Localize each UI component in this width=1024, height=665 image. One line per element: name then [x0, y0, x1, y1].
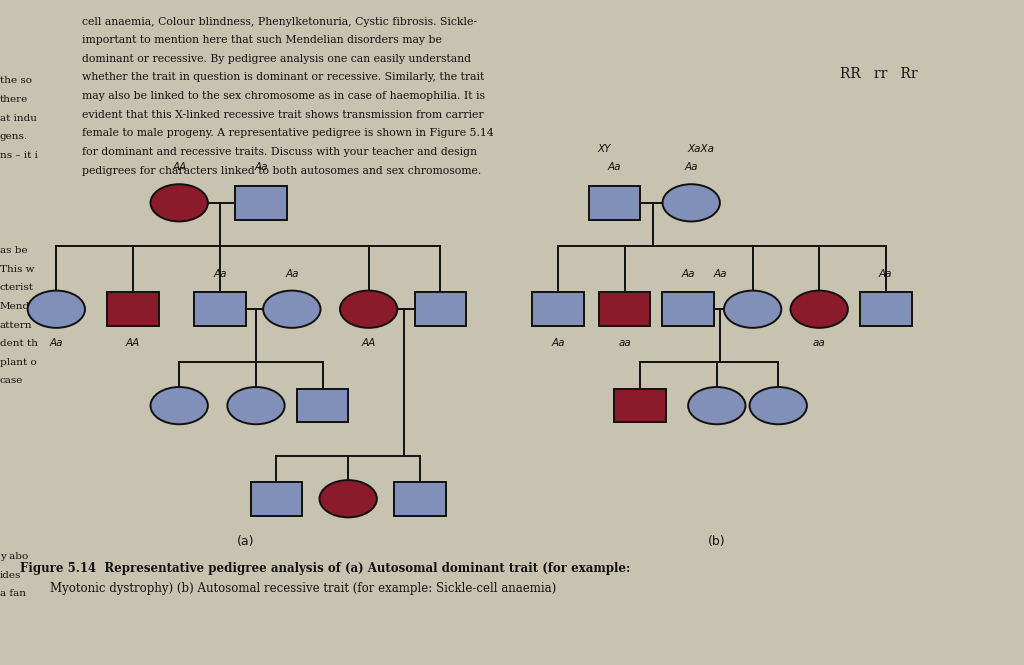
Circle shape [227, 387, 285, 424]
Circle shape [791, 291, 848, 328]
Circle shape [151, 184, 208, 221]
Text: ides: ides [0, 571, 22, 580]
Text: cterist: cterist [0, 283, 34, 293]
Text: the so: the so [0, 76, 32, 86]
Bar [394, 482, 445, 515]
Text: pedigrees for characters linked to both autosomes and sex chromosome.: pedigrees for characters linked to both … [82, 166, 481, 176]
Text: XaXa: XaXa [688, 144, 715, 154]
Bar [860, 293, 911, 326]
Text: AA: AA [361, 338, 376, 348]
Text: AA: AA [126, 338, 140, 348]
Circle shape [750, 387, 807, 424]
Text: gens.: gens. [0, 132, 28, 142]
Text: plant o: plant o [0, 358, 37, 367]
Text: RR   rr   Rr: RR rr Rr [840, 66, 918, 80]
Circle shape [663, 184, 720, 221]
Bar [297, 389, 348, 422]
Text: This w: This w [0, 265, 35, 274]
Bar [663, 293, 714, 326]
Text: (b): (b) [708, 535, 726, 549]
Text: aa: aa [618, 338, 631, 348]
Bar [108, 293, 159, 326]
Text: Aa: Aa [213, 269, 227, 279]
Text: AA: AA [172, 162, 186, 172]
Text: ns – it i: ns – it i [0, 151, 38, 160]
Text: dominant or recessive. By pedigree analysis one can easily understand: dominant or recessive. By pedigree analy… [82, 54, 471, 64]
Text: Aa: Aa [551, 338, 565, 348]
Circle shape [151, 387, 208, 424]
Text: there: there [0, 95, 29, 104]
Text: Aa: Aa [607, 162, 622, 172]
Bar [599, 293, 650, 326]
Text: Aa: Aa [254, 162, 268, 172]
Bar [236, 186, 287, 219]
Text: at indu: at indu [0, 114, 37, 123]
Text: aa: aa [813, 338, 825, 348]
Text: whether the trait in question is dominant or recessive. Similarly, the trait: whether the trait in question is dominan… [82, 72, 484, 82]
Text: Aa: Aa [714, 269, 727, 279]
Circle shape [340, 291, 397, 328]
Text: Aa: Aa [681, 269, 695, 279]
Bar [532, 293, 584, 326]
Text: XY: XY [597, 144, 611, 154]
Text: may also be linked to the sex chromosome as in case of haemophilia. It is: may also be linked to the sex chromosome… [82, 91, 485, 101]
Bar [195, 293, 246, 326]
Bar [415, 293, 466, 326]
Bar [614, 389, 666, 422]
Text: a fan: a fan [0, 589, 26, 599]
Text: cell anaemia, Colour blindness, Phenylketonuria, Cystic fibrosis. Sickle-: cell anaemia, Colour blindness, Phenylke… [82, 17, 477, 27]
Circle shape [263, 291, 321, 328]
Text: for dominant and recessive traits. Discuss with your teacher and design: for dominant and recessive traits. Discu… [82, 147, 477, 157]
Circle shape [319, 480, 377, 517]
Circle shape [28, 291, 85, 328]
Text: important to mention here that such Mendelian disorders may be: important to mention here that such Mend… [82, 35, 441, 45]
Text: Figure 5.14  Representative pedigree analysis of (a) Autosomal dominant trait (f: Figure 5.14 Representative pedigree anal… [20, 562, 631, 575]
Text: female to male progeny. A representative pedigree is shown in Figure 5.14: female to male progeny. A representative… [82, 128, 494, 138]
Text: Aa: Aa [285, 269, 299, 279]
Text: (a): (a) [237, 535, 255, 549]
Text: evident that this X-linked recessive trait shows transmission from carrier: evident that this X-linked recessive tra… [82, 110, 483, 120]
Circle shape [688, 387, 745, 424]
Text: Mendel: Mendel [0, 302, 40, 311]
Circle shape [724, 291, 781, 328]
Bar [589, 186, 640, 219]
Text: Aa: Aa [49, 338, 63, 348]
Text: case: case [0, 376, 24, 386]
Text: as be: as be [0, 246, 28, 255]
Text: Myotonic dystrophy) (b) Autosomal recessive trait (for example: Sickle-cell anae: Myotonic dystrophy) (b) Autosomal recess… [20, 582, 557, 595]
Bar [251, 482, 302, 515]
Text: attern: attern [0, 321, 33, 330]
Text: Aa: Aa [684, 162, 698, 172]
Text: y abo: y abo [0, 552, 29, 561]
Text: dent th: dent th [0, 339, 38, 348]
Text: Aa: Aa [879, 269, 893, 279]
